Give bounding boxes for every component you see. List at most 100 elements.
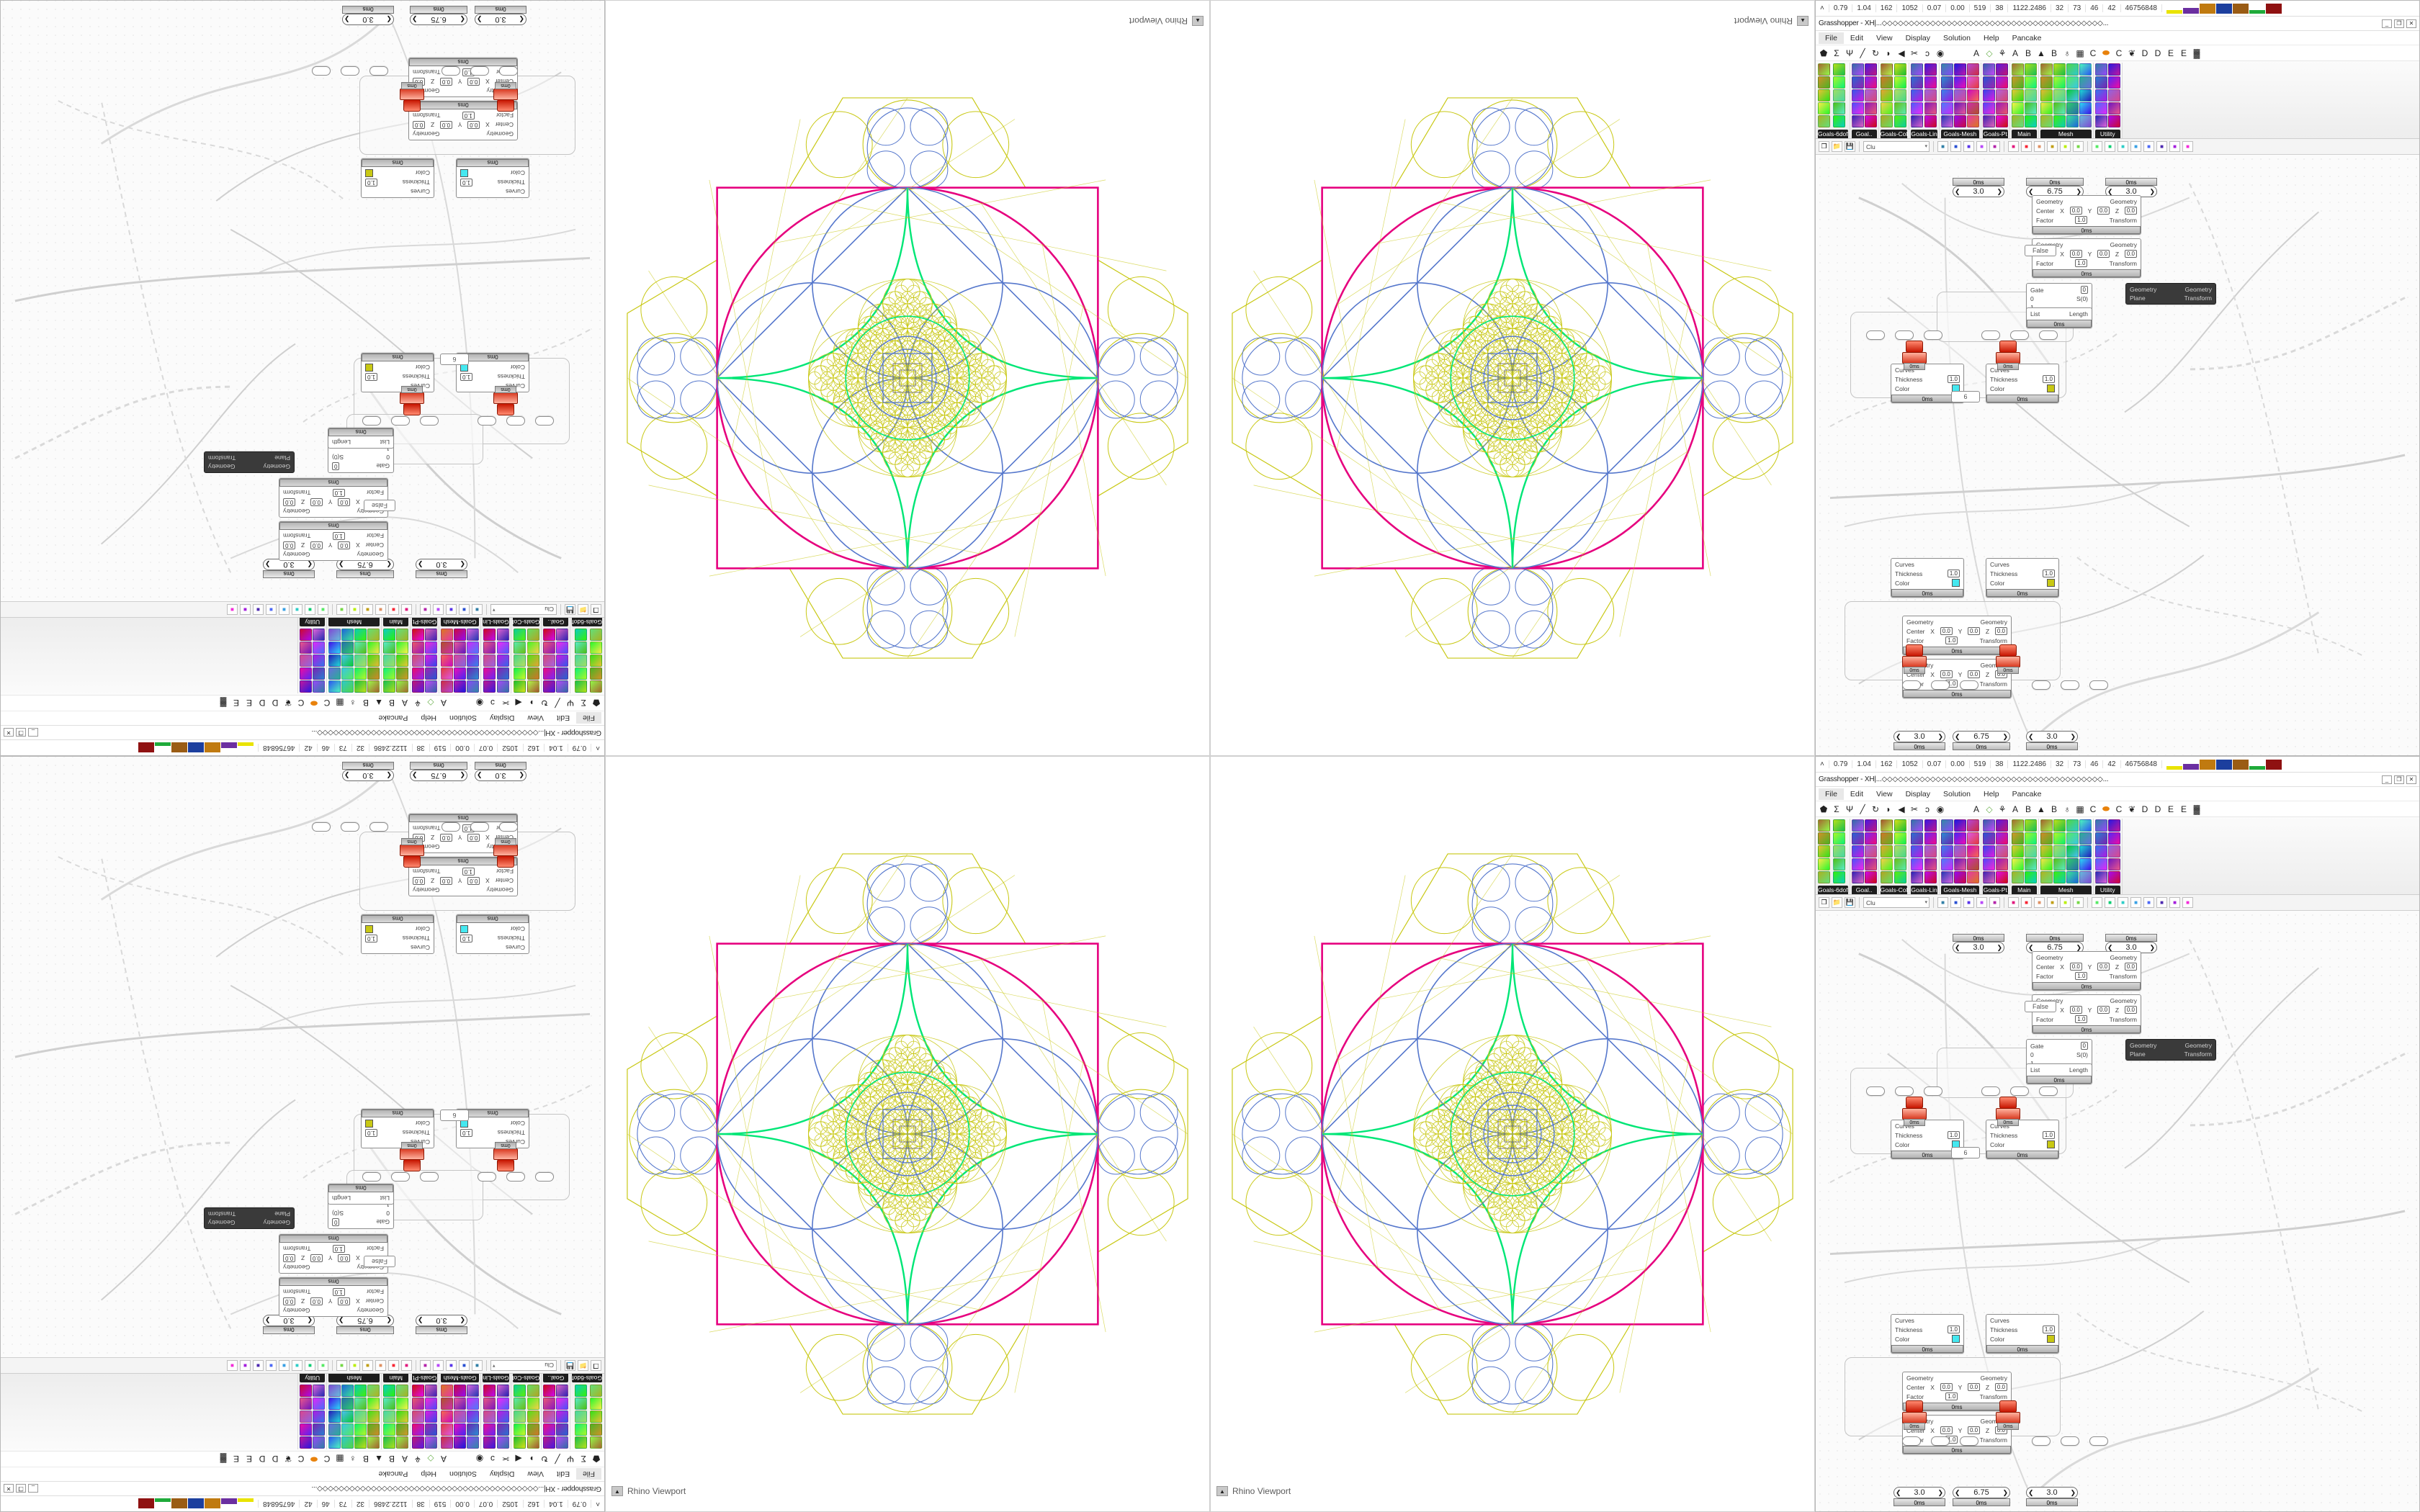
- ribbon-icons[interactable]: [543, 1385, 569, 1449]
- component-icon[interactable]: [2094, 845, 2107, 858]
- component-icon[interactable]: [2024, 89, 2037, 102]
- component-icon[interactable]: [2107, 858, 2120, 870]
- component-icon[interactable]: [1995, 102, 2008, 114]
- menu-item-pancake[interactable]: Pancake: [378, 1470, 408, 1479]
- window-controls[interactable]: _ ❐ ✕: [4, 728, 38, 737]
- rhino-viewport-top-right[interactable]: ▲ Rhino Viewport: [1210, 0, 1815, 756]
- scale-component-a[interactable]: Geometry Geometry Center X 0.0 Y 0.0 Z 0.0 Factor…: [279, 521, 388, 561]
- component-icon[interactable]: [412, 1410, 425, 1423]
- ribbon-icons[interactable]: [1940, 63, 1979, 127]
- plugin-tab-letter-0[interactable]: A: [441, 698, 447, 708]
- menu-item-pancake[interactable]: Pancake: [2012, 33, 2042, 42]
- ribbon-group-mesh[interactable]: Mesh: [2039, 63, 2094, 138]
- plugin-tab-letter-0[interactable]: A: [1973, 48, 1979, 58]
- component-icon[interactable]: [396, 1410, 409, 1423]
- param-pill[interactable]: [2039, 330, 2058, 340]
- param-pill[interactable]: [1924, 1086, 1942, 1096]
- solver-icon[interactable]: ■: [2105, 897, 2115, 908]
- component-icon[interactable]: [354, 629, 367, 641]
- ribbon-group-goals-mesh[interactable]: Goals-Mesh: [439, 1374, 481, 1449]
- component-icon[interactable]: [496, 654, 509, 667]
- ribbon-icons[interactable]: [328, 629, 380, 693]
- component-icon[interactable]: [1911, 63, 1924, 76]
- plugin-tab-glyph-1[interactable]: Σ: [581, 1454, 586, 1464]
- count-panel[interactable]: 6: [440, 1110, 469, 1121]
- new-file-icon[interactable]: ❐: [591, 1360, 601, 1371]
- param-pill[interactable]: [470, 822, 489, 832]
- plugin-tab-glyph-5[interactable]: ◗: [529, 698, 534, 708]
- component-icon[interactable]: [1818, 89, 1830, 102]
- plugin-tab-glyph-0[interactable]: ⬟: [592, 1454, 601, 1464]
- component-icon[interactable]: [1864, 845, 1877, 858]
- lock-icon[interactable]: ■: [279, 1360, 290, 1371]
- slider-track[interactable]: 3.0: [342, 770, 394, 781]
- component-icon[interactable]: [328, 1436, 341, 1449]
- component-icon[interactable]: [412, 1436, 425, 1449]
- component-icon[interactable]: [1966, 858, 1979, 870]
- color-swatch[interactable]: [1952, 579, 1960, 587]
- center-z-value[interactable]: 0.0: [2124, 250, 2137, 258]
- component-icon[interactable]: [367, 1423, 380, 1436]
- component-icon[interactable]: [412, 654, 425, 667]
- plugin-tab-glyph-8[interactable]: ɔ: [1925, 804, 1930, 814]
- component-icon[interactable]: [1982, 89, 1995, 102]
- component-icon[interactable]: [2040, 102, 2053, 114]
- component-icon[interactable]: [454, 667, 467, 680]
- component-icon[interactable]: [1833, 76, 1846, 89]
- component-icon[interactable]: [1851, 819, 1864, 832]
- component-icon[interactable]: [441, 1410, 454, 1423]
- plugin-tab-glyph-5[interactable]: ◗: [529, 1454, 534, 1464]
- solver-icon[interactable]: ■: [305, 604, 315, 615]
- component-icon[interactable]: [1894, 89, 1906, 102]
- component-icon[interactable]: [2011, 115, 2024, 127]
- number-slider[interactable]: 0ms3.0: [2105, 934, 2157, 953]
- component-icon[interactable]: [300, 1410, 313, 1423]
- geometry-canvas[interactable]: [1211, 757, 1814, 1511]
- list-length-component[interactable]: List Length 0ms: [328, 428, 394, 449]
- plugin-tab-glyph-9[interactable]: ◉: [1936, 804, 1945, 814]
- param-pill[interactable]: [2061, 1436, 2079, 1446]
- component-icon[interactable]: [441, 629, 454, 641]
- component-icon[interactable]: [367, 1410, 380, 1423]
- menu-item-edit[interactable]: Edit: [556, 714, 570, 723]
- center-y-value[interactable]: 0.0: [439, 877, 453, 885]
- ribbon-group-goals-mesh[interactable]: Goals-Mesh: [1940, 819, 1981, 894]
- component-icon[interactable]: [1818, 871, 1830, 883]
- component-icon[interactable]: [514, 1398, 526, 1410]
- menu-item-solution[interactable]: Solution: [449, 714, 477, 723]
- component-icon[interactable]: [1924, 63, 1937, 76]
- component-icon[interactable]: [1894, 832, 1906, 845]
- custom-preview-c[interactable]: Curves Thickness 1.0 Color 0ms: [1891, 1314, 1964, 1354]
- param-pill[interactable]: [362, 416, 381, 426]
- component-icon[interactable]: [1940, 89, 1953, 102]
- plugin-tab-letter-8[interactable]: ▦: [336, 1454, 344, 1464]
- component-icon[interactable]: [1894, 76, 1906, 89]
- component-icon[interactable]: [396, 1398, 409, 1410]
- component-icon[interactable]: [2066, 63, 2079, 76]
- new-file-icon[interactable]: ❐: [1819, 897, 1829, 908]
- slider-track[interactable]: 3.0: [1953, 186, 2004, 197]
- ribbon-group-main[interactable]: Main: [381, 1374, 411, 1449]
- param-pill[interactable]: [1960, 680, 1978, 690]
- factor-value[interactable]: 1.0: [332, 1245, 345, 1253]
- slider-track[interactable]: 3.0: [475, 770, 526, 781]
- component-icon[interactable]: [1982, 115, 1995, 127]
- component-icon[interactable]: [1851, 76, 1864, 89]
- center-x-value[interactable]: 0.0: [467, 834, 480, 842]
- grasshopper-window-bottom-left[interactable]: ˄ 0.79 1.04 162 1052 0.07 0.00 519 38 1122.2486 32…: [0, 756, 605, 1512]
- menu-item-file[interactable]: File: [1819, 788, 1844, 800]
- param-pill[interactable]: [362, 1172, 381, 1182]
- component-icon[interactable]: [412, 1423, 425, 1436]
- component-icon[interactable]: [313, 1410, 326, 1423]
- slider-track[interactable]: 6.75: [1953, 1487, 2010, 1498]
- component-icon[interactable]: [1924, 102, 1937, 114]
- factor-value[interactable]: 1.0: [462, 112, 475, 120]
- component-icon[interactable]: [543, 1398, 556, 1410]
- component-icon[interactable]: [412, 680, 425, 693]
- component-icon[interactable]: [574, 1436, 587, 1449]
- plugin-tab-glyph-0[interactable]: ⬟: [1819, 804, 1828, 814]
- center-z-value[interactable]: 0.0: [2124, 207, 2137, 215]
- component-icon[interactable]: [1818, 845, 1830, 858]
- open-folder-icon[interactable]: 📁: [1832, 141, 1842, 152]
- component-icon[interactable]: [328, 1398, 341, 1410]
